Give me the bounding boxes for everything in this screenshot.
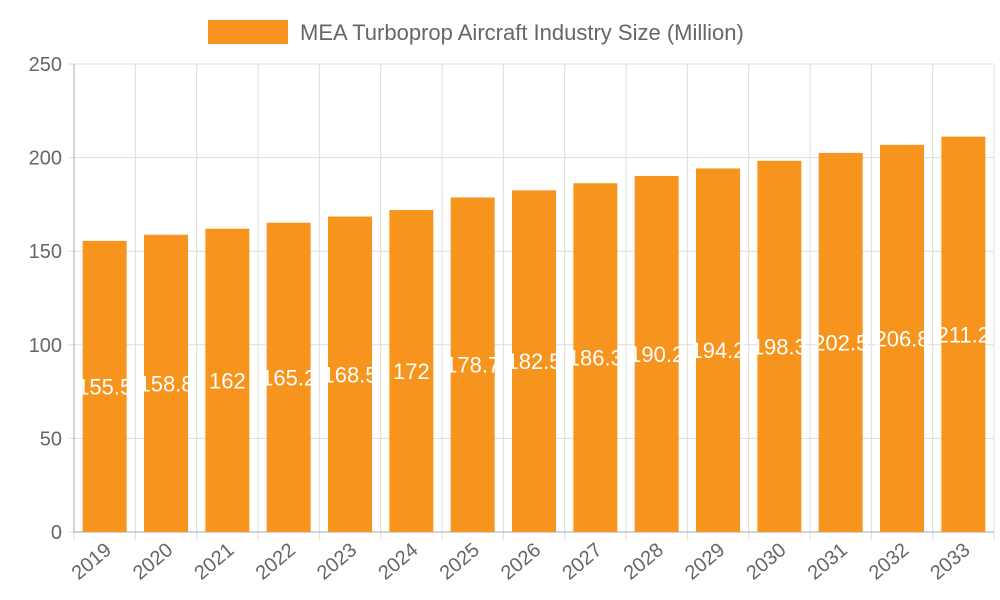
data-label: 158.8	[138, 371, 193, 396]
x-tick-label: 2033	[926, 539, 974, 584]
x-tick-label: 2022	[252, 539, 300, 584]
legend-swatch	[208, 20, 288, 44]
bar	[328, 216, 372, 532]
data-label: 198.3	[752, 334, 807, 359]
bar	[205, 228, 250, 532]
data-label: 206.8	[874, 326, 929, 351]
x-tick-label: 2020	[129, 539, 177, 584]
data-label: 182.5	[506, 349, 561, 374]
y-tick-label: 200	[29, 148, 62, 170]
bar	[266, 222, 311, 532]
bar	[573, 183, 618, 532]
data-label: 178.7	[445, 353, 500, 378]
x-tick-label: 2026	[497, 539, 545, 584]
y-tick-label: 50	[40, 428, 62, 450]
data-label: 186.3	[568, 346, 623, 371]
bar	[82, 240, 127, 533]
x-tick-label: 2030	[742, 539, 790, 584]
y-tick-label: 100	[29, 335, 62, 357]
x-tick-label: 2019	[68, 539, 116, 584]
data-label: 172	[393, 359, 430, 384]
data-label: 155.5	[77, 374, 132, 399]
y-tick-label: 250	[29, 54, 62, 76]
bar	[634, 175, 679, 532]
y-tick-label: 150	[29, 241, 62, 263]
data-label: 190.2	[629, 342, 684, 367]
x-tick-label: 2021	[190, 539, 238, 584]
bar	[450, 197, 495, 532]
bar	[941, 136, 986, 532]
bar	[512, 190, 556, 533]
x-tick-label: 2024	[374, 539, 422, 584]
x-tick-label: 2025	[436, 539, 484, 584]
x-tick-label: 2031	[804, 539, 852, 584]
data-label: 194.2	[690, 338, 745, 363]
legend-label: MEA Turboprop Aircraft Industry Size (Mi…	[300, 20, 744, 45]
data-label: 202.5	[813, 330, 868, 355]
bar	[696, 168, 740, 533]
y-tick-label: 0	[51, 522, 62, 544]
x-tick-label: 2023	[313, 539, 361, 584]
data-label: 165.2	[261, 365, 316, 390]
bar	[757, 160, 802, 532]
bar	[389, 210, 434, 533]
x-tick-label: 2027	[558, 539, 606, 584]
bar	[818, 152, 863, 533]
x-tick-label: 2032	[865, 539, 913, 584]
x-tick-label: 2029	[681, 539, 729, 584]
x-tick-label: 2028	[620, 539, 668, 584]
data-label: 168.5	[322, 362, 377, 387]
bar	[144, 234, 188, 533]
data-label: 211.2	[937, 322, 990, 347]
bar	[880, 144, 924, 532]
data-label: 162	[209, 368, 246, 393]
